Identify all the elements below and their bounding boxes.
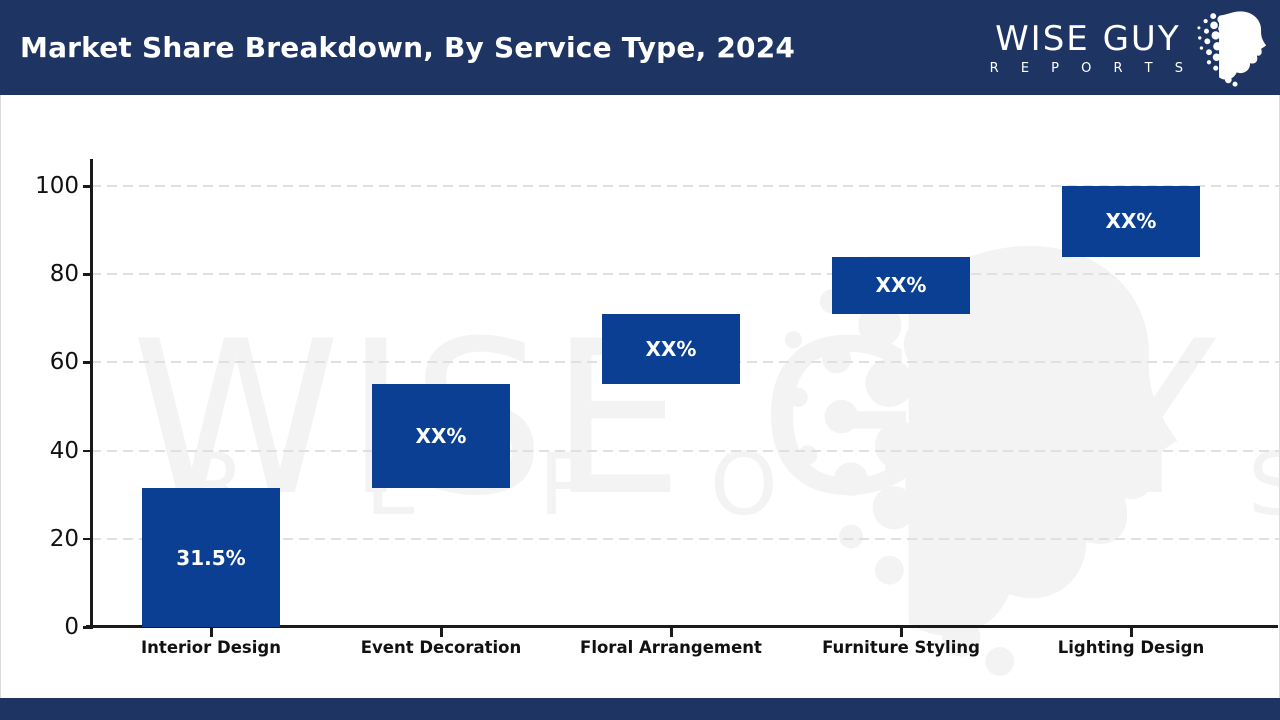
y-tick-mark [83, 361, 91, 364]
y-tick-mark [83, 537, 91, 541]
footer-bar [0, 698, 1280, 720]
y-tick-label: 40 [49, 437, 79, 464]
bar-value-label: 31.5% [176, 545, 246, 570]
header-bar: Market Share Breakdown, By Service Type,… [0, 0, 1280, 95]
wiseguy-logo: WISE GUY R E P O R T S [984, 6, 1272, 90]
bar-value-label: XX% [1105, 209, 1157, 234]
x-tick-mark [210, 628, 213, 637]
logo-wordmark: WISE GUY R E P O R T S [984, 22, 1192, 75]
logo-head-icon [1197, 11, 1267, 87]
chart-plot-area: WISE GUY R E P O R T S 0 20 40 60 80 100 31.5… [0, 95, 1280, 698]
bar: XX% [832, 256, 970, 314]
logo-text-sub: R E P O R T S [989, 60, 1192, 76]
gridline [91, 273, 1279, 276]
gridline [91, 185, 1279, 187]
bar: 31.5% [142, 488, 280, 627]
x-tick-label: Lighting Design [1057, 638, 1205, 657]
y-tick-label: 20 [49, 525, 79, 552]
gridline [91, 537, 1279, 540]
x-tick-label: Event Decoration [360, 638, 522, 657]
x-tick-mark [1130, 628, 1133, 637]
x-tick-mark [670, 628, 673, 637]
x-tick-mark [900, 628, 903, 637]
x-tick-mark [440, 628, 443, 637]
x-tick-label: Interior Design [141, 638, 281, 657]
y-tick-mark [83, 626, 91, 629]
gridline [91, 449, 1279, 452]
bar: XX% [1062, 186, 1200, 257]
chart-title: Market Share Breakdown, By Service Type,… [20, 31, 796, 64]
bar-value-label: XX% [645, 337, 697, 362]
bar-value-label: XX% [875, 273, 927, 298]
bar: XX% [372, 384, 510, 489]
y-tick-label: 60 [49, 349, 79, 376]
y-tick-label: 0 [64, 614, 79, 640]
y-tick-label: 100 [35, 173, 79, 199]
bar-value-label: XX% [415, 424, 467, 449]
x-axis [86, 625, 1278, 628]
bar: XX% [602, 313, 740, 385]
y-tick-label: 80 [49, 261, 79, 288]
x-tick-label: Furniture Styling [822, 638, 980, 657]
watermark-head-icon [784, 245, 1178, 676]
y-tick-mark [83, 449, 91, 453]
y-axis [90, 159, 93, 629]
y-tick-mark [83, 185, 91, 188]
logo-text-main: WISE GUY [995, 18, 1181, 59]
x-tick-label: Floral Arrangement [580, 638, 762, 657]
y-tick-mark [83, 273, 91, 276]
